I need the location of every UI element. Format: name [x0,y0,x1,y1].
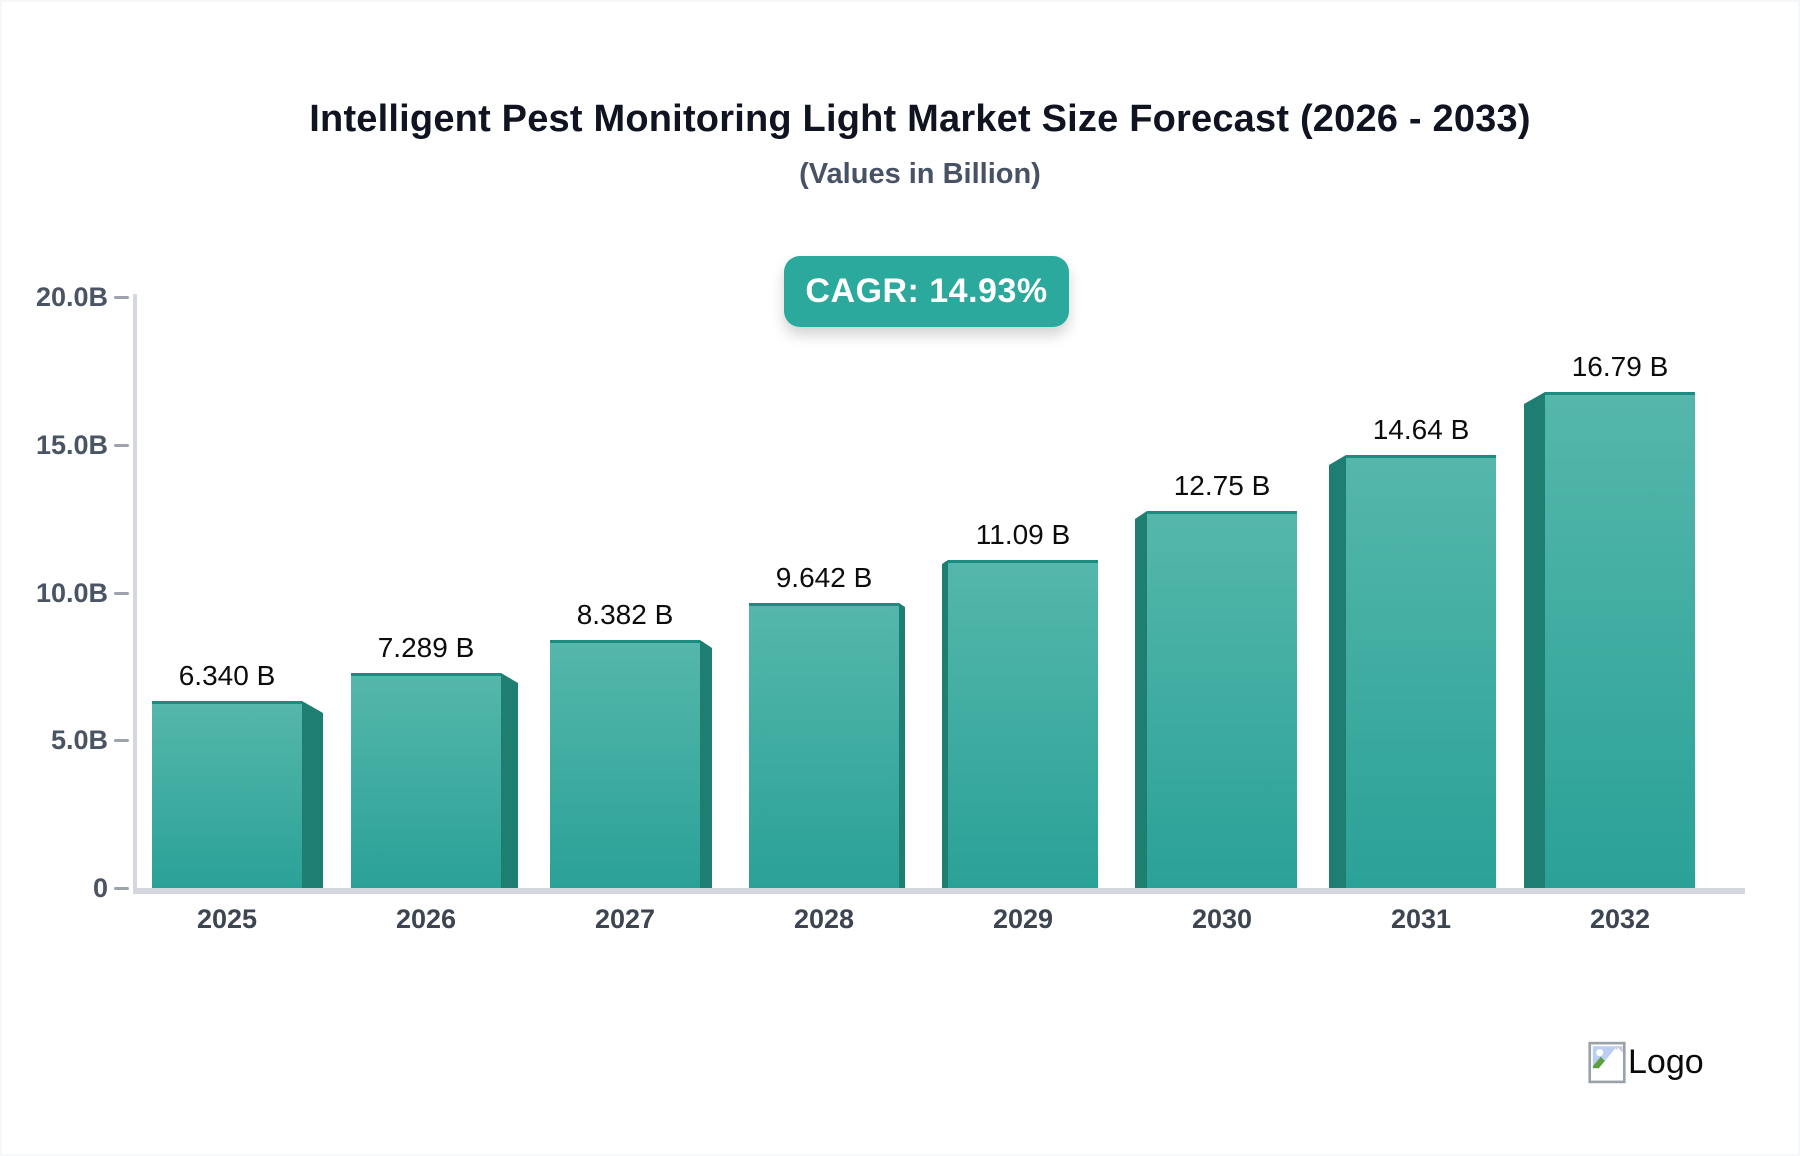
x-category-label: 2026 [395,904,457,934]
y-tick-label: 20.0B [35,282,108,312]
logo: Logo [1588,1040,1704,1084]
page-subtitle: (Values in Billion) [799,158,1041,190]
bar-side-face [1135,511,1147,888]
bar-value-label: 12.75 B [1173,470,1271,501]
y-tick-label: 5.0B [50,725,108,756]
y-tick-mark [114,591,129,595]
bar-front-face [1346,455,1496,888]
y-tick-mark [114,739,129,743]
bar-side-face [1524,392,1545,888]
bar-side-face [942,560,948,888]
bar-value-label: 16.79 B [1571,351,1669,382]
y-axis-line [133,294,137,888]
x-category-label: 2030 [1191,904,1253,934]
x-category-label: 2031 [1390,904,1452,934]
bar-front-face [1147,511,1297,888]
bar-side-face [302,701,323,888]
cagr-badge: CAGR: 14.93% [784,256,1069,327]
x-category-label: 2032 [1589,904,1651,934]
bar-side-face [1329,455,1346,888]
bar-front-face [1545,392,1695,888]
bar-value-label: 11.09 B [975,519,1071,550]
y-tick-mark [114,887,129,890]
bar-value-label: 8.382 B [576,599,674,630]
bar-front-face [351,673,501,888]
bar-value-label: 7.289 B [377,632,475,663]
x-category-label: 2029 [992,904,1054,934]
x-axis-baseline [133,888,1745,894]
y-tick-mark [114,443,129,447]
x-category-label: 2025 [196,904,258,934]
bar-side-face [899,603,905,888]
bar-value-label: 6.340 B [178,660,276,691]
bar-front-face [152,701,302,888]
y-tick-label: 10.0B [35,577,108,608]
bar-front-face [749,603,899,888]
y-tick-label: 15.0B [35,429,108,460]
logo-text: Logo [1628,1043,1704,1081]
broken-image-icon [1588,1041,1626,1084]
x-category-label: 2028 [793,904,855,934]
bar-value-label: 14.64 B [1372,414,1470,445]
x-category-label: 2027 [594,904,656,934]
bar-front-face [948,560,1098,888]
bar-front-face [550,640,700,888]
bar-side-face [700,640,712,888]
bar-value-label: 9.642 B [775,562,873,593]
bar-side-face [501,673,518,888]
page-title: Intelligent Pest Monitoring Light Market… [309,98,1531,140]
y-tick-mark [114,296,129,299]
y-tick-label: 0 [92,873,108,903]
